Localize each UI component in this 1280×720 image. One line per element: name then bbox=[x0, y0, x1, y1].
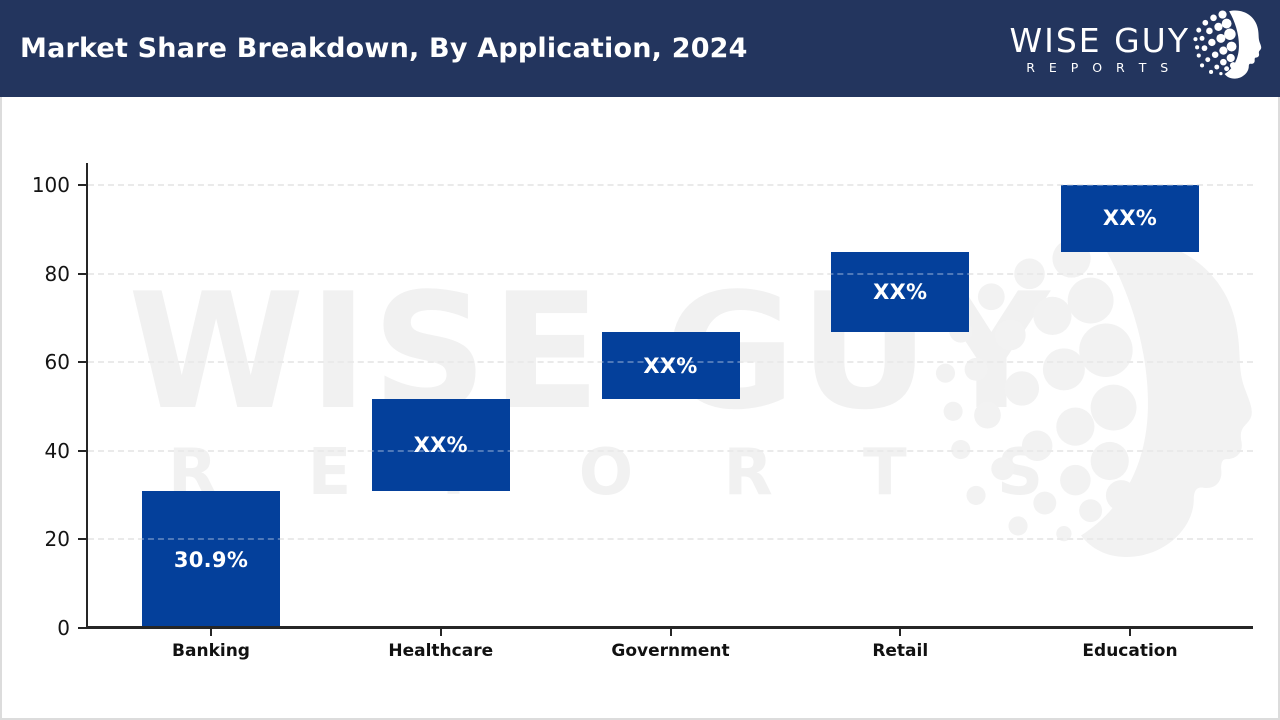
y-axis-tick bbox=[78, 184, 88, 186]
x-axis-tick bbox=[210, 628, 212, 636]
gridline bbox=[88, 184, 1253, 186]
y-axis-tick-label: 20 bbox=[44, 527, 70, 552]
y-axis-tick bbox=[78, 449, 88, 452]
gridline-overlay bbox=[88, 538, 1253, 541]
gridline-overlay bbox=[88, 449, 1253, 452]
bar-value-label: 30.9% bbox=[173, 547, 249, 572]
y-axis-tick-label: 60 bbox=[44, 350, 70, 375]
gridline-overlay bbox=[88, 184, 1253, 186]
y-axis-tick bbox=[78, 538, 88, 541]
gridline-overlay bbox=[88, 361, 1253, 364]
plot-area: 0 20 40 60 80 100 30.9% Banking XX% Healthcare XX%… bbox=[32, 163, 1253, 661]
x-axis-category-label: Banking bbox=[172, 641, 250, 661]
waterfall-bar: XX% bbox=[1061, 185, 1199, 252]
y-axis-tick-label: 100 bbox=[31, 173, 70, 197]
gridline bbox=[88, 449, 1253, 452]
x-axis-category-label: Government bbox=[611, 641, 730, 661]
x-axis-category-label: Healthcare bbox=[388, 641, 494, 661]
brand-subtitle: R E P O R T S bbox=[1026, 59, 1174, 75]
y-axis-tick bbox=[78, 272, 88, 275]
bar-value-label: XX% bbox=[873, 279, 928, 304]
waterfall-bar: 30.9% bbox=[142, 491, 280, 628]
brand-logo: WISE GUY R E P O R T S bbox=[1009, 8, 1266, 90]
gridline bbox=[88, 272, 1253, 275]
gridline-overlay bbox=[88, 272, 1253, 275]
x-axis-tick bbox=[1129, 628, 1131, 636]
x-axis-category-label: Retail bbox=[872, 641, 929, 661]
waterfall-bar: XX% bbox=[831, 251, 970, 333]
waterfall-bar: XX% bbox=[601, 332, 740, 400]
brand-head-icon bbox=[1184, 8, 1266, 90]
header-bar: Market Share Breakdown, By Application, … bbox=[0, 0, 1280, 97]
waterfall-bar: XX% bbox=[371, 399, 510, 492]
brand-name: WISE GUY bbox=[1009, 20, 1190, 60]
x-axis-tick bbox=[669, 628, 672, 636]
x-axis-line bbox=[86, 626, 1253, 629]
watermark-text-line2: R E P O R T S bbox=[168, 436, 1078, 510]
y-axis-tick-label: 40 bbox=[44, 438, 70, 463]
bar-value-label: XX% bbox=[413, 433, 468, 458]
y-axis-tick bbox=[78, 627, 88, 629]
page-title: Market Share Breakdown, By Application, … bbox=[20, 33, 748, 64]
y-axis-tick bbox=[78, 361, 88, 364]
brand-logo-text: WISE GUY R E P O R T S bbox=[1009, 20, 1190, 75]
x-axis-tick bbox=[439, 628, 442, 636]
x-axis-tick bbox=[899, 628, 902, 636]
x-axis-category-label: Education bbox=[1082, 641, 1178, 661]
y-axis-tick-label: 0 bbox=[57, 616, 70, 640]
bar-value-label: XX% bbox=[643, 353, 698, 378]
bar-value-label: XX% bbox=[1102, 206, 1158, 231]
y-axis-tick-label: 80 bbox=[44, 261, 70, 286]
y-axis-line bbox=[86, 163, 88, 629]
gridline bbox=[88, 538, 1253, 541]
